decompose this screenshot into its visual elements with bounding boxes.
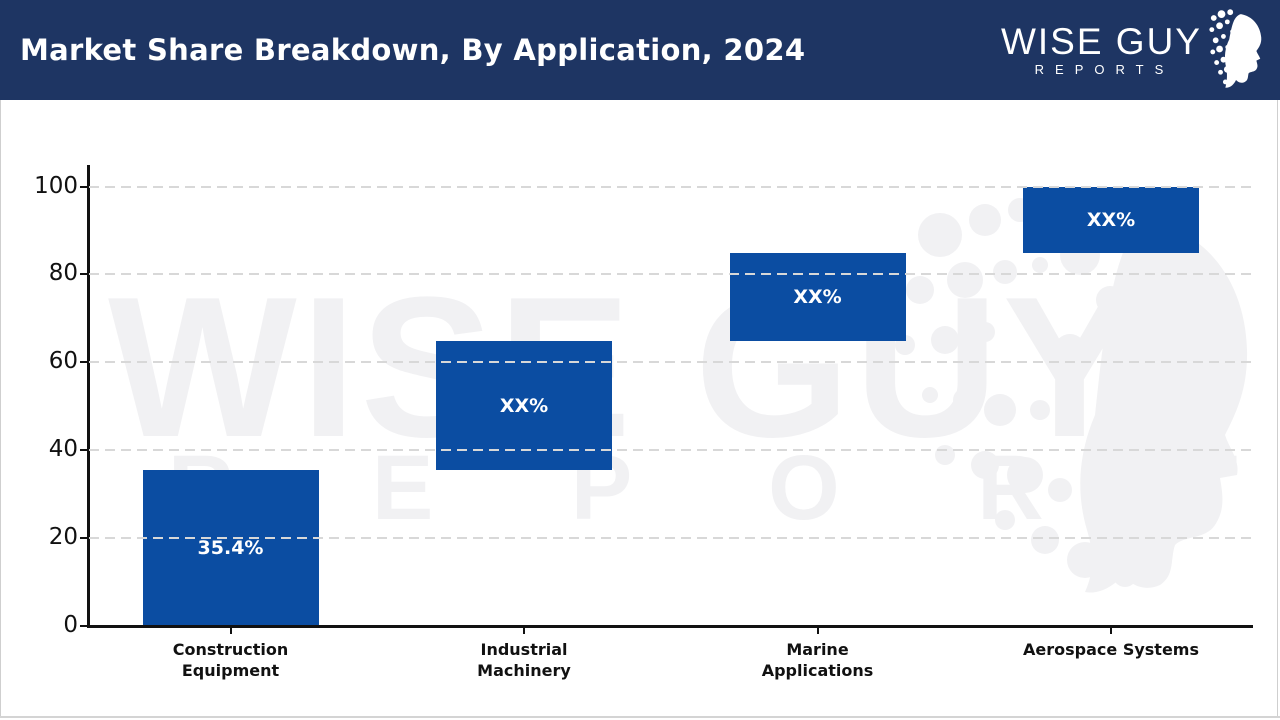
x-tick [1110, 627, 1112, 634]
logo-wiseguy-label: WISE GUY [1000, 21, 1202, 63]
bar: XX% [436, 340, 612, 471]
y-tick-label: 40 [48, 436, 78, 463]
x-axis-line [87, 625, 1253, 628]
x-tick [229, 627, 232, 634]
bar: 35.4% [142, 470, 319, 626]
y-tick-label: 0 [63, 612, 78, 638]
bar-value-label: XX% [793, 286, 842, 309]
grid-line [89, 537, 1253, 540]
x-category-label: Industrial Machinery [477, 640, 571, 681]
y-tick [80, 185, 87, 188]
y-tick-label: 20 [48, 524, 78, 551]
bar-value-label: XX% [1086, 208, 1136, 231]
grid-line [89, 185, 1253, 188]
y-tick [80, 273, 87, 276]
bar: XX% [1023, 186, 1199, 254]
x-tick [523, 627, 525, 634]
page-title: Market Share Breakdown, By Application, … [20, 33, 806, 67]
y-tick [80, 449, 87, 452]
bar: XX% [729, 253, 906, 341]
y-tick [80, 625, 87, 627]
left-border [0, 100, 1, 716]
bar-value-label: 35.4% [197, 537, 264, 560]
logo-text: WISE GUY REPORTS [1000, 21, 1202, 77]
y-tick [80, 361, 87, 364]
x-category-label: Construction Equipment [172, 640, 289, 681]
x-category-label: Marine Applications [761, 640, 874, 681]
y-tick-label: 80 [48, 260, 78, 287]
grid-line [89, 361, 1253, 364]
y-tick-label: 60 [48, 348, 78, 375]
grid-line [89, 449, 1253, 452]
grid-line [89, 273, 1253, 276]
x-tick [816, 627, 819, 634]
y-tick-label: 100 [34, 172, 78, 199]
x-category-label: Aerospace Systems [1023, 640, 1199, 659]
right-border [1277, 100, 1278, 716]
y-axis-line [87, 165, 90, 628]
bar-value-label: XX% [499, 394, 549, 417]
watermark-text: WISE GUY [108, 256, 1141, 479]
y-tick [80, 537, 87, 540]
bottom-border [0, 716, 1280, 718]
wiseguy-logo: WISE GUY REPORTS [1001, 8, 1268, 90]
header-bar: Market Share Breakdown, By Application, … [0, 0, 1280, 100]
logo-reports-label: REPORTS [1034, 61, 1175, 77]
head-profile-dots-icon [1209, 9, 1262, 88]
